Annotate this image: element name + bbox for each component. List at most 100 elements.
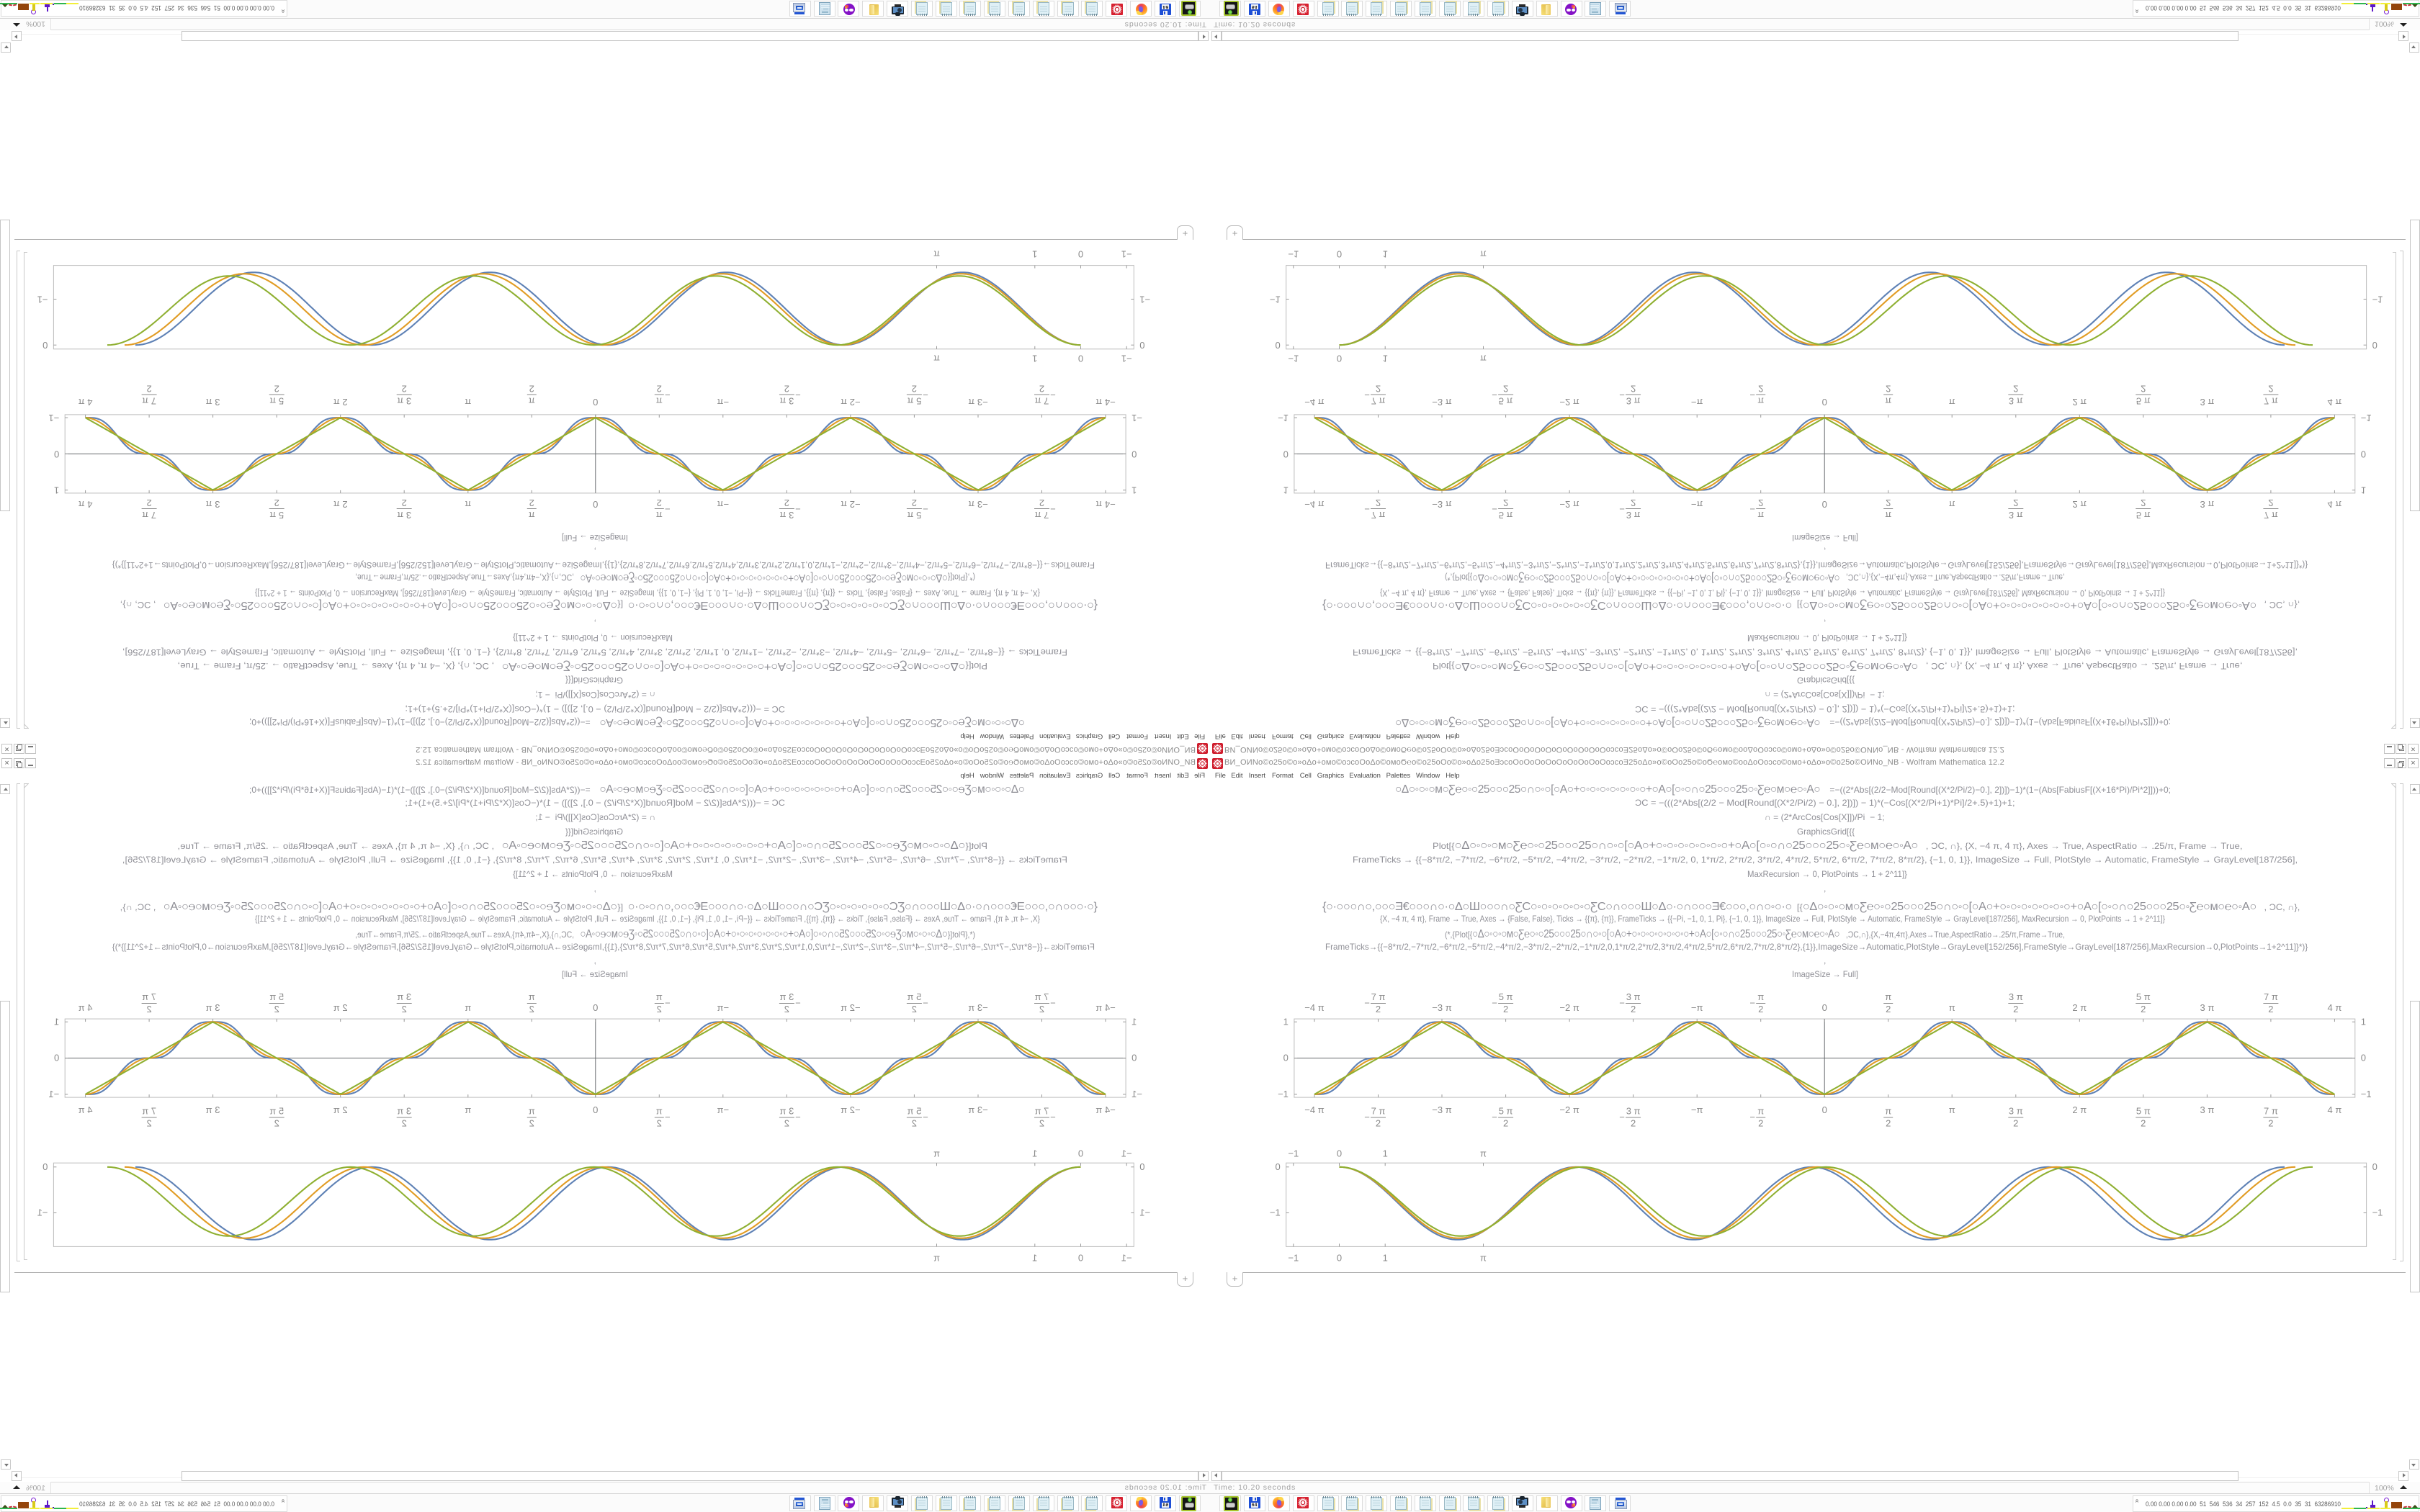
svg-text:1: 1 (2361, 1016, 2366, 1027)
svg-text:3 π: 3 π (1626, 991, 1641, 1002)
svg-text:2: 2 (1886, 498, 1891, 508)
svg-text:1: 1 (54, 485, 59, 496)
svg-text:5 π: 5 π (907, 1106, 921, 1117)
svg-text:−2 π: −2 π (1559, 499, 1579, 510)
svg-text:−: − (1749, 390, 1755, 400)
svg-text:−1: −1 (1288, 249, 1299, 260)
svg-text:−: − (923, 998, 928, 1009)
svg-text:−3 π: −3 π (1432, 397, 1451, 408)
svg-text:5 π: 5 π (1499, 991, 1513, 1002)
svg-text:−1: −1 (37, 294, 48, 305)
svg-text:π: π (465, 1104, 471, 1115)
svg-text:2: 2 (1503, 498, 1508, 508)
svg-text:π: π (1480, 249, 1487, 260)
svg-text:1: 1 (2361, 485, 2366, 496)
svg-text:3 π: 3 π (2200, 1104, 2214, 1115)
svg-text:3 π: 3 π (2009, 1106, 2023, 1117)
svg-text:−π: −π (1691, 499, 1703, 510)
svg-text:0: 0 (54, 449, 59, 459)
svg-text:2: 2 (1631, 498, 1636, 508)
svg-text:2: 2 (1503, 384, 1508, 395)
svg-text:0: 0 (1131, 449, 1137, 459)
svg-text:π: π (1885, 396, 1891, 407)
svg-text:2: 2 (274, 498, 279, 508)
svg-text:π: π (1757, 991, 1764, 1002)
svg-text:π: π (933, 354, 940, 364)
svg-text:1: 1 (1032, 1253, 1037, 1264)
svg-text:2: 2 (146, 1004, 151, 1014)
svg-text:2: 2 (912, 384, 917, 395)
svg-text:0: 0 (1139, 1161, 1144, 1172)
svg-text:−: − (1050, 998, 1056, 1009)
svg-text:−1: −1 (1270, 1207, 1281, 1218)
svg-text:π: π (1949, 499, 1955, 510)
svg-text:−3 π: −3 π (968, 397, 987, 408)
svg-text:2: 2 (1631, 1118, 1636, 1129)
svg-text:2: 2 (1631, 1004, 1636, 1014)
svg-text:π: π (465, 397, 471, 408)
svg-text:1: 1 (1283, 485, 1289, 496)
svg-text:2: 2 (402, 384, 407, 395)
svg-text:0: 0 (2361, 449, 2366, 459)
svg-text:−2 π: −2 π (841, 1104, 860, 1115)
svg-text:5 π: 5 π (907, 396, 921, 407)
svg-text:−2 π: −2 π (1559, 397, 1579, 408)
svg-text:5 π: 5 π (2136, 991, 2151, 1002)
svg-text:7 π: 7 π (1035, 396, 1049, 407)
svg-text:2: 2 (274, 1004, 279, 1014)
svg-text:3 π: 3 π (206, 397, 220, 408)
svg-text:−π: −π (1691, 1002, 1703, 1013)
svg-text:1: 1 (1032, 1148, 1037, 1159)
svg-text:π: π (1480, 1253, 1487, 1264)
svg-text:−1: −1 (1121, 249, 1132, 260)
svg-text:5 π: 5 π (269, 396, 284, 407)
svg-text:π: π (1885, 991, 1891, 1002)
svg-text:π: π (1480, 1148, 1487, 1159)
svg-text:2: 2 (1631, 384, 1636, 395)
svg-text:2: 2 (657, 1004, 662, 1014)
svg-text:2: 2 (2141, 1004, 2146, 1014)
svg-text:2: 2 (657, 384, 662, 395)
svg-text:−: − (1364, 998, 1370, 1009)
svg-text:π: π (465, 499, 471, 510)
svg-text:π: π (529, 510, 535, 521)
svg-text:−: − (1492, 998, 1497, 1009)
svg-text:−: − (1492, 390, 1497, 400)
svg-text:1: 1 (1383, 249, 1388, 260)
svg-text:4 π: 4 π (79, 1002, 93, 1013)
svg-text:−: − (923, 1112, 928, 1122)
svg-text:2 π: 2 π (333, 397, 348, 408)
svg-text:3 π: 3 π (1626, 396, 1641, 407)
svg-text:0: 0 (1131, 1053, 1137, 1063)
svg-text:0: 0 (1337, 1253, 1342, 1264)
svg-text:0: 0 (1078, 354, 1083, 364)
svg-text:−3 π: −3 π (968, 1002, 987, 1013)
svg-text:−4 π: −4 π (1304, 1104, 1324, 1115)
svg-text:0: 0 (1822, 499, 1827, 510)
svg-text:−π: −π (717, 1104, 729, 1115)
svg-text:2: 2 (274, 1118, 279, 1129)
svg-text:π: π (529, 991, 535, 1002)
svg-text:−1: −1 (2361, 413, 2372, 423)
svg-text:5 π: 5 π (269, 1106, 284, 1117)
svg-text:−: − (795, 998, 801, 1009)
svg-text:−2 π: −2 π (1559, 1002, 1579, 1013)
svg-text:3 π: 3 π (2200, 499, 2214, 510)
svg-text:3 π: 3 π (206, 1002, 220, 1013)
svg-text:2: 2 (1376, 384, 1381, 395)
svg-text:4 π: 4 π (79, 1104, 93, 1115)
svg-text:−π: −π (1691, 1104, 1703, 1115)
svg-text:3 π: 3 π (2200, 397, 2214, 408)
svg-text:7 π: 7 π (1371, 1106, 1386, 1117)
svg-text:0: 0 (1822, 1104, 1827, 1115)
svg-text:−1: −1 (1121, 354, 1132, 364)
svg-text:2: 2 (2141, 1118, 2146, 1129)
svg-text:π: π (933, 1253, 940, 1264)
svg-text:2: 2 (1376, 498, 1381, 508)
svg-text:1: 1 (1383, 1148, 1388, 1159)
svg-text:−: − (665, 1112, 671, 1122)
svg-text:2: 2 (146, 498, 151, 508)
svg-text:2: 2 (1758, 384, 1763, 395)
svg-text:−1: −1 (1288, 1148, 1299, 1159)
svg-text:−1: −1 (1278, 1089, 1289, 1099)
